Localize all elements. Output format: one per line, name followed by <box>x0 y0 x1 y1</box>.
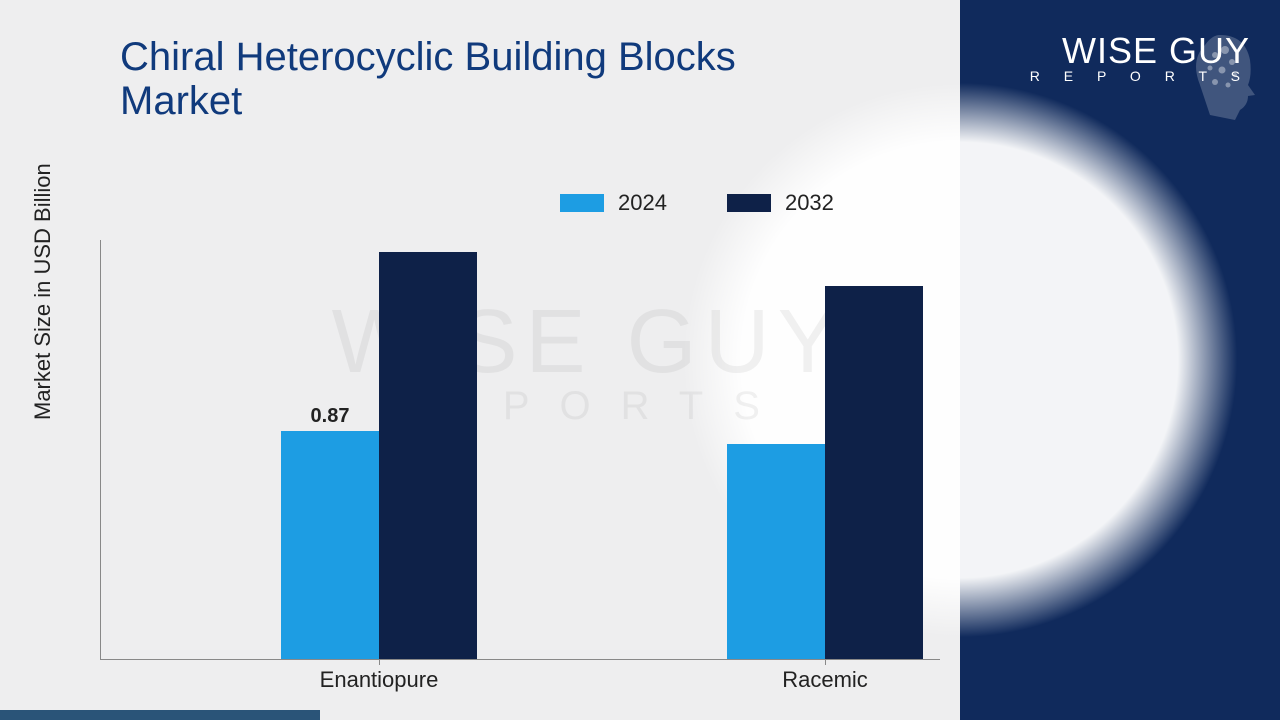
x-tick <box>825 659 826 665</box>
legend-label: 2032 <box>785 190 834 216</box>
head-silhouette-icon <box>1180 30 1260 120</box>
bar-group: 0.87Enantiopure <box>281 252 477 659</box>
bar <box>727 444 825 659</box>
brand-logo: WISE GUY R E P O R T S <box>1030 30 1250 84</box>
legend-item-2024: 2024 <box>560 190 667 216</box>
legend-swatch <box>560 194 604 212</box>
legend-swatch <box>727 194 771 212</box>
bar <box>825 286 923 659</box>
legend-label: 2024 <box>618 190 667 216</box>
bottom-accent-bar <box>0 710 320 720</box>
x-axis-category-label: Enantiopure <box>320 667 439 693</box>
chart-legend: 2024 2032 <box>560 190 834 216</box>
bar: 0.87 <box>281 431 379 659</box>
chart-plot-area: 0.87Enantiopure Racemic <box>100 240 940 660</box>
bar-group: Racemic <box>727 286 923 659</box>
y-axis-label: Market Size in USD Billion <box>30 163 56 420</box>
x-axis-category-label: Racemic <box>782 667 868 693</box>
x-tick <box>379 659 380 665</box>
chart-title: Chiral Heterocyclic Building Blocks Mark… <box>120 35 840 123</box>
bar-value-label: 0.87 <box>311 405 350 428</box>
legend-item-2032: 2032 <box>727 190 834 216</box>
bar <box>379 252 477 659</box>
